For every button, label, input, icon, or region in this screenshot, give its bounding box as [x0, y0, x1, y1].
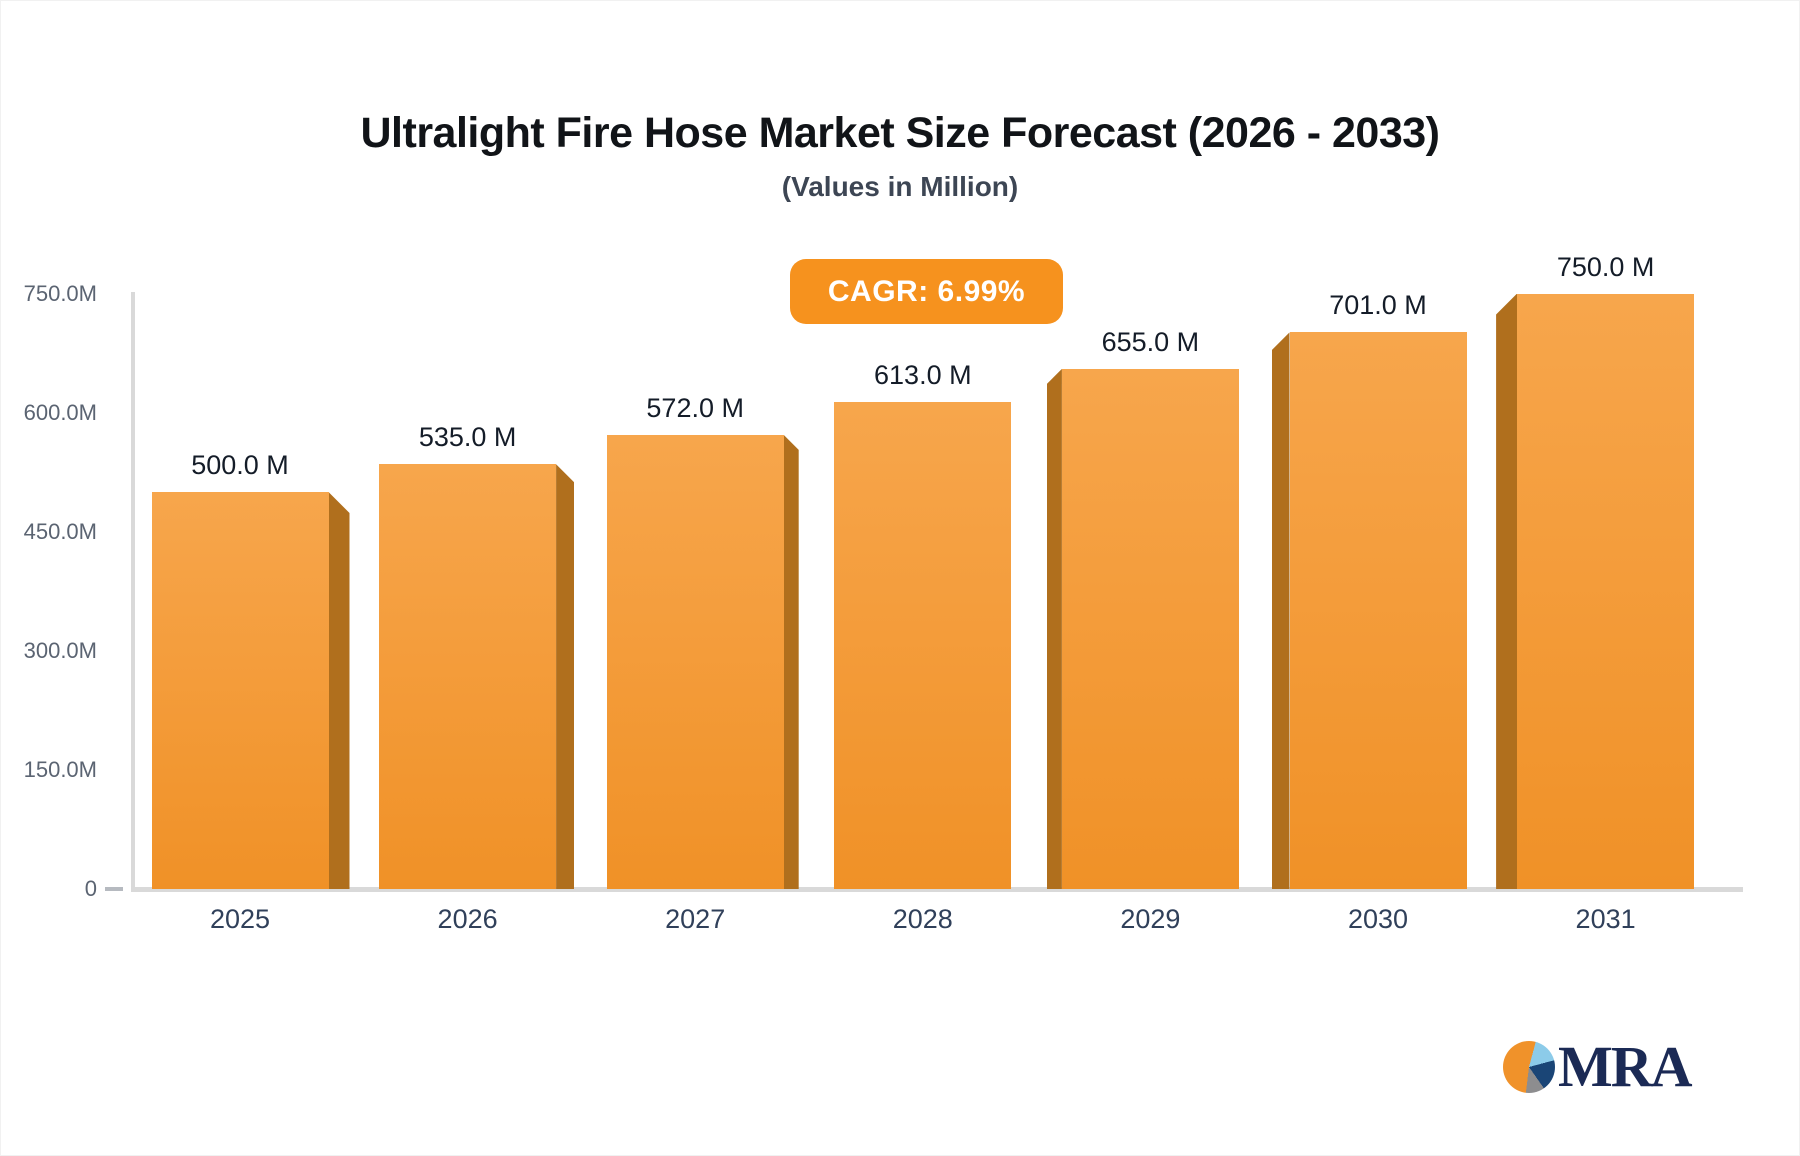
y-axis-label: 0: [84, 876, 97, 901]
cagr-badge: CAGR: 6.99%: [790, 259, 1063, 324]
y-axis-label: 300.0M: [23, 637, 97, 663]
y-axis-label: 600.0M: [23, 399, 97, 425]
pie-chart-logo-icon: [1503, 1041, 1555, 1093]
bar-side-2027: [783, 434, 799, 889]
chart-title: Ultralight Fire Hose Market Size Forecas…: [360, 109, 1440, 157]
x-axis-label-2028: 2028: [892, 904, 953, 934]
x-axis-label-2029: 2029: [1120, 904, 1181, 934]
bar-value-label-2025: 500.0 M: [191, 450, 289, 480]
bar-2026: [379, 464, 557, 889]
bar-2027: [606, 434, 784, 889]
x-axis-label-2025: 2025: [209, 904, 271, 934]
bar-side-2026: [556, 464, 575, 889]
bar-2029: [1061, 368, 1239, 889]
bar-value-label-2031: 750.0 M: [1556, 251, 1655, 282]
y-axis-label: 750.0M: [23, 280, 97, 306]
mra-logo: MRA: [1503, 1034, 1693, 1099]
mra-logo-text: MRA: [1558, 1034, 1693, 1099]
bar-2028: [834, 402, 1012, 889]
cagr-badge-label: CAGR: 6.99%: [827, 274, 1026, 308]
bar-value-label-2029: 655.0 M: [1101, 326, 1200, 357]
bar-value-label-2030: 701.0 M: [1329, 290, 1427, 321]
bar-value-label-2028: 613.0 M: [874, 360, 972, 391]
bar-side-2030: [1271, 332, 1290, 889]
x-axis-label-2031: 2031: [1575, 904, 1636, 934]
chart-subtitle: (Values in Million): [781, 171, 1019, 202]
bar-side-2031: [1496, 293, 1518, 889]
bar-2031: [1517, 293, 1695, 889]
bar-value-label-2027: 572.0 M: [646, 392, 744, 423]
y-axis-label: 450.0M: [23, 518, 97, 544]
bar-side-2029: [1046, 368, 1062, 889]
x-axis-label-2030: 2030: [1347, 904, 1409, 934]
x-axis-line: [131, 887, 1743, 892]
x-axis-label-2027: 2027: [665, 904, 726, 934]
bar-value-label-2026: 535.0 M: [418, 422, 517, 453]
y-axis-line: [131, 292, 135, 891]
y-axis-zero-tick: [105, 887, 123, 891]
bar-2025: [151, 492, 329, 889]
bar-side-2025: [328, 492, 350, 889]
x-axis-label-2026: 2026: [437, 904, 498, 934]
bar-2030: [1289, 332, 1467, 889]
y-axis-label: 150.0M: [23, 756, 97, 782]
